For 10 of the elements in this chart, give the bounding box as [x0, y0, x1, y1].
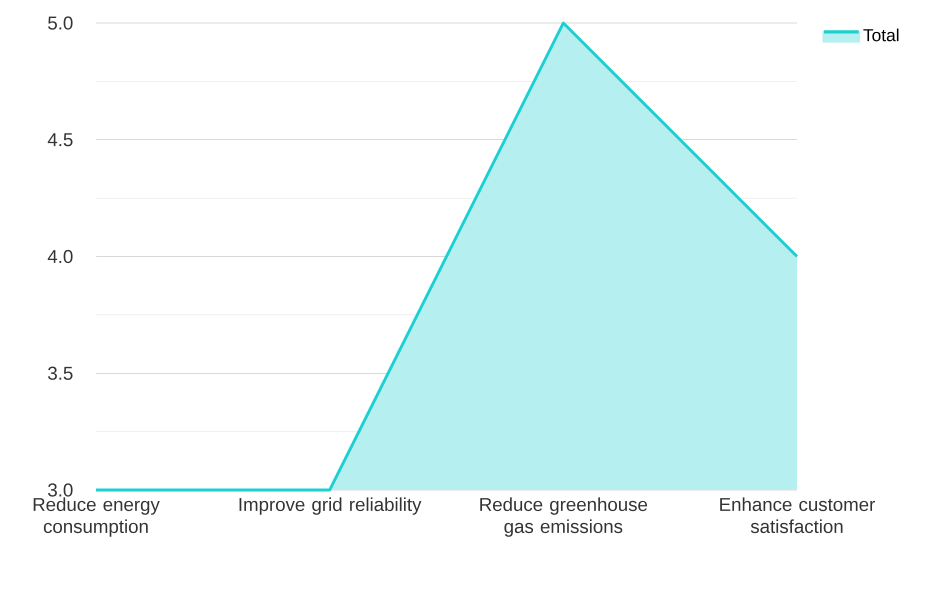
- y-tick-label: 3.0: [48, 483, 73, 497]
- y-tick-label: 4.5: [48, 133, 73, 146]
- y-tick-label: 5.0: [48, 16, 73, 30]
- y-tick-label: 4.0: [48, 250, 73, 264]
- y-tick-label: 3.5: [48, 366, 73, 380]
- x-tick-label: Reduce energy consumption: [34, 497, 160, 537]
- legend-label: Total: [863, 28, 898, 42]
- x-tick-label: Reduce greenhouse gas emissions: [480, 497, 648, 537]
- x-tick-label: Improve grid reliability: [240, 497, 422, 515]
- x-tick-label: Enhance customer satisfaction: [720, 497, 876, 534]
